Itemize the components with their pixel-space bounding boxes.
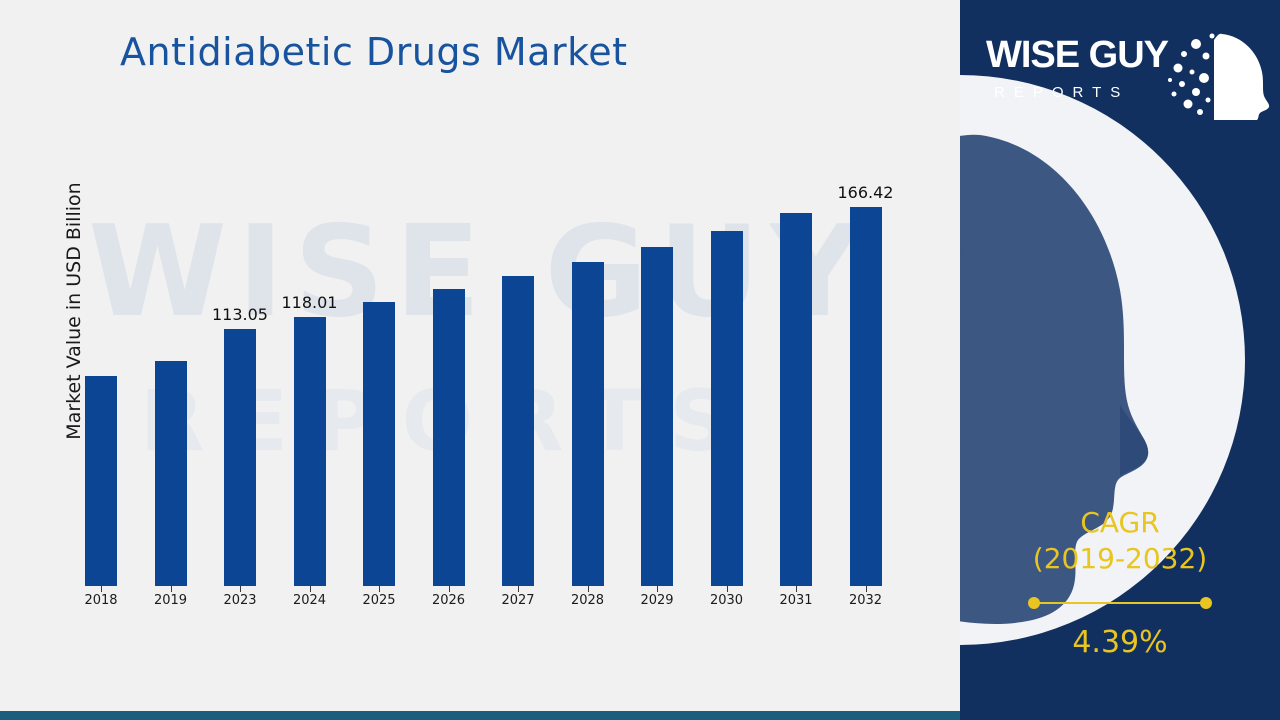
x-tick-label-2019: 2019 [153,593,188,608]
x-tick-label-2023: 2023 [223,593,257,608]
logo-subtext: REPORTS [994,84,1130,101]
cagr-title: CAGR [1080,506,1160,539]
logo-wordmark: WISE GUY [986,34,1169,76]
x-tick-mark-2032 [865,586,867,592]
bar-2027 [502,276,534,586]
bar-2026 [432,289,465,586]
x-tick-mark-2019 [170,586,172,592]
x-tick-label-2026: 2026 [431,593,466,608]
x-tick-label-2018: 2018 [84,593,118,608]
x-tick-label-2030: 2030 [709,593,744,608]
x-tick-mark-2030 [726,586,728,592]
x-tick-mark-2028 [587,586,589,592]
bar-chart-plot-area: 2018 2019 113.05 2023 118.01 2024 2025 2026 2027… [84,183,894,608]
chart-panel: WISE GUY REPORTS Antidiabetic Drugs Mark… [0,30,962,720]
bar-value-label-2023: 113.05 [212,304,268,324]
bar-2031 [780,212,812,586]
x-tick-mark-2024 [309,586,311,592]
cagr-divider-dot-right [1200,597,1212,609]
cagr-divider-line [1034,602,1206,604]
bar-2018 [85,375,117,586]
bar-2024 [293,317,326,586]
bar-2025 [363,302,395,586]
cagr-period: (2019-2032) [1032,542,1208,575]
bar-2019 [154,360,187,586]
x-tick-label-2029: 2029 [640,593,674,608]
page-title: Antidiabetic Drugs Market [120,30,628,74]
x-tick-mark-2023 [240,586,241,592]
cagr-block: CAGR (2019-2032) 4.39% [960,505,1280,660]
cagr-value: 4.39% [1072,625,1168,660]
cagr-divider [1028,597,1212,609]
x-tick-label-2025: 2025 [362,593,396,608]
bottom-accent-strip [0,711,962,720]
x-tick-mark-2025 [379,586,380,592]
x-tick-label-2031: 2031 [779,593,813,608]
bar-2030 [710,231,743,586]
x-tick-label-2028: 2028 [570,593,605,608]
bar-value-label-2032: 166.42 [837,183,894,203]
bar-value-label-2024: 118.01 [281,293,338,313]
x-tick-label-2032: 2032 [848,593,883,608]
bar-2029 [641,246,673,586]
x-tick-label-2024: 2024 [292,593,327,608]
brand-panel: WISE GUY REPORTS CAGR (2019-2032) [960,0,1280,720]
x-tick-mark-2029 [657,586,658,592]
x-tick-mark-2026 [448,586,450,592]
x-tick-mark-2018 [101,586,102,592]
x-tick-label-2027: 2027 [501,593,535,608]
bar-2028 [571,261,604,586]
logo: WISE GUY REPORTS [980,28,1270,120]
logo-head-profile-icon [1168,33,1270,120]
x-tick-mark-2027 [518,586,519,592]
x-tick-mark-2031 [796,586,797,592]
bar-2023 [224,328,256,586]
bar-2032 [849,207,882,586]
